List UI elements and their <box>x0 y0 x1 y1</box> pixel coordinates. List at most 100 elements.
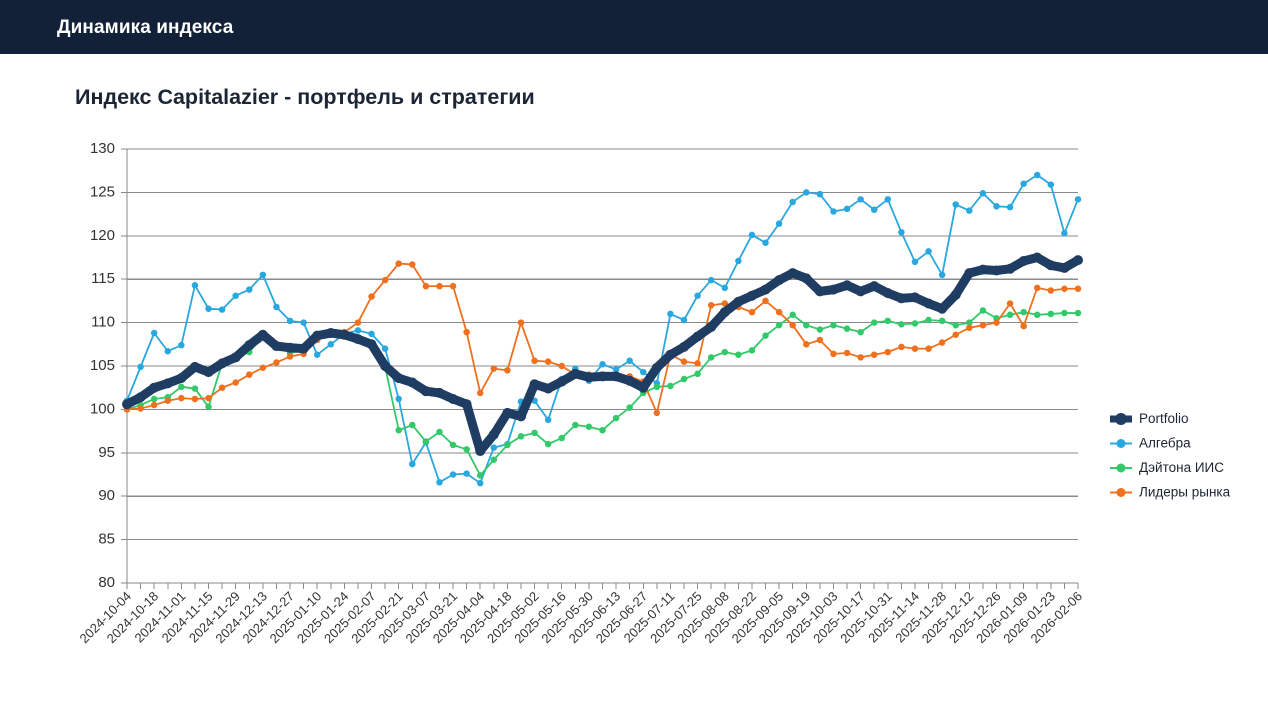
data-point-marker <box>395 260 402 267</box>
data-point-marker <box>1073 255 1083 266</box>
data-point-marker <box>830 350 837 358</box>
data-point-marker <box>640 368 647 376</box>
data-point-marker <box>1047 181 1055 188</box>
data-point-marker <box>176 373 187 384</box>
y-tick-label: 95 <box>98 444 115 461</box>
data-point-marker <box>857 354 864 361</box>
legend-item-дэйтона-иис[interactable]: Дэйтона ИИС <box>1110 460 1224 475</box>
data-point-marker <box>762 332 769 339</box>
data-point-marker <box>407 377 418 388</box>
data-point-marker <box>816 190 824 198</box>
data-point-marker <box>1047 310 1055 318</box>
data-point-marker <box>570 368 581 379</box>
data-point-marker <box>925 316 932 324</box>
data-point-marker <box>366 339 377 350</box>
legend-item-алгебра[interactable]: Алгебра <box>1110 436 1191 451</box>
data-point-marker <box>259 271 267 279</box>
data-point-marker <box>762 239 769 246</box>
legend-swatch-marker <box>1116 463 1126 473</box>
data-point-marker <box>911 345 919 352</box>
data-point-marker <box>325 328 336 339</box>
data-point-marker <box>937 303 948 314</box>
data-point-marker <box>653 409 661 417</box>
legend-item-portfolio[interactable]: Portfolio <box>1110 411 1189 426</box>
data-point-marker <box>979 321 987 329</box>
data-point-marker <box>869 281 880 292</box>
legend-swatch-marker <box>1116 488 1126 497</box>
data-point-marker <box>395 426 402 434</box>
data-point-marker <box>694 360 701 367</box>
data-point-marker <box>230 352 241 363</box>
legend-swatch-marker <box>1116 439 1126 448</box>
data-point-marker <box>1032 252 1043 263</box>
data-point-marker <box>271 341 282 352</box>
legend-item-label: Лидеры рынка <box>1139 485 1231 500</box>
data-point-marker <box>490 456 498 463</box>
data-point-marker <box>870 351 878 358</box>
data-point-marker <box>884 317 892 325</box>
data-point-marker <box>517 319 525 326</box>
legend-item-label: Дэйтона ИИС <box>1139 460 1224 475</box>
y-tick-label: 80 <box>98 574 115 591</box>
data-point-marker <box>870 206 878 214</box>
data-point-marker <box>1074 196 1082 203</box>
data-point-marker <box>855 286 866 297</box>
data-point-marker <box>529 379 540 390</box>
data-point-marker <box>979 190 987 197</box>
data-point-marker <box>203 367 214 378</box>
data-point-marker <box>925 345 932 352</box>
data-point-marker <box>1074 309 1082 317</box>
data-point-marker <box>436 282 443 290</box>
data-point-marker <box>191 395 199 403</box>
data-point-marker <box>164 397 172 404</box>
data-point-marker <box>476 479 484 487</box>
data-point-marker <box>748 347 756 354</box>
series-алгебра <box>123 171 1082 487</box>
data-point-marker <box>434 387 445 398</box>
data-point-marker <box>803 189 810 196</box>
data-point-marker <box>789 321 796 329</box>
data-point-marker <box>624 375 635 386</box>
data-point-marker <box>896 293 907 304</box>
data-point-marker <box>653 383 661 391</box>
data-point-marker <box>884 196 892 203</box>
data-point-marker <box>502 407 513 418</box>
y-tick-label: 110 <box>91 314 115 331</box>
data-point-marker <box>162 378 173 389</box>
data-point-marker <box>150 395 158 403</box>
data-point-marker <box>626 404 633 411</box>
data-point-marker <box>544 416 552 424</box>
data-point-marker <box>448 393 459 404</box>
data-point-marker <box>352 334 363 345</box>
data-point-marker <box>746 290 757 301</box>
data-point-marker <box>952 321 959 329</box>
data-point-marker <box>884 348 892 356</box>
data-point-marker <box>843 205 851 213</box>
data-point-marker <box>680 316 688 324</box>
data-point-marker <box>775 308 783 316</box>
data-point-marker <box>543 383 554 394</box>
legend-item-лидеры-рынка[interactable]: Лидеры рынка <box>1110 485 1231 500</box>
data-point-marker <box>748 231 756 239</box>
data-point-marker <box>1033 171 1041 179</box>
data-point-marker <box>898 229 905 236</box>
data-point-marker <box>205 403 212 411</box>
data-point-marker <box>300 319 307 326</box>
data-point-marker <box>1047 287 1055 294</box>
data-point-marker <box>816 336 824 344</box>
chart-title: Индекс Capitalazier - портфель и стратег… <box>75 85 535 109</box>
data-point-marker <box>680 375 688 383</box>
data-point-marker <box>707 276 715 284</box>
chart-legend: Portfolio Алгебра Дэйтона ИИС Лидеры рынка <box>1110 411 1231 500</box>
data-point-marker <box>801 273 812 284</box>
data-point-marker <box>870 319 878 326</box>
data-point-marker <box>178 383 185 391</box>
data-point-marker <box>719 307 730 318</box>
data-point-marker <box>504 367 511 374</box>
data-point-marker <box>706 321 717 332</box>
data-point-marker <box>463 328 470 336</box>
data-point-marker <box>1061 309 1068 317</box>
data-point-marker <box>964 268 975 279</box>
data-point-marker <box>721 300 729 307</box>
data-point-marker <box>178 394 185 402</box>
